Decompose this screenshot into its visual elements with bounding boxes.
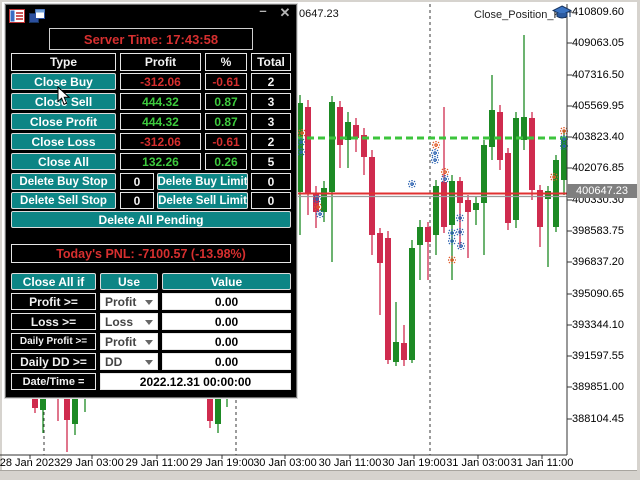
delete-all-pending-button[interactable]: Delete All Pending [11,211,291,228]
time-axis-label: 28 Jan 2023 [0,457,61,469]
price-axis-label: 398583.75 [572,225,624,237]
price-axis-label: 409063.05 [572,37,624,49]
chart-info-price: 0647.23 [299,8,339,20]
chevron-down-icon [145,340,153,345]
time-axis-label: 30 Jan 19:00 [382,457,446,469]
pending-count: 0 [251,173,291,190]
percent-value: 0.26 [205,153,247,170]
pending-count: 0 [120,192,154,209]
price-axis-label: 407316.50 [572,69,624,81]
delete-buy-stop-button[interactable]: Delete Buy Stop [11,173,116,190]
close-loss-button[interactable]: Close Loss [11,133,116,150]
close-table-header-type: Type [11,53,116,71]
time-axis-label: 29 Jan 11:00 [125,457,189,469]
total-value: 3 [251,113,291,130]
window-bottom-border [0,470,640,480]
profit-value: -312.06 [120,73,201,90]
condition-label: Daily DD >= [11,353,96,370]
price-axis-label: 396837.20 [572,256,624,268]
price-axis-label: 405569.95 [572,100,624,112]
total-value: 5 [251,153,291,170]
mouse-cursor [57,86,71,105]
profit-value: 444.32 [120,113,201,130]
datetime-label: Date/Time = [11,373,96,390]
price-axis-label: 403823.40 [572,131,624,143]
close-buy-button[interactable]: Close Buy [11,73,116,90]
condition-label: Loss >= [11,313,96,330]
closeif-header-use: Use [100,273,158,290]
percent-value: 0.87 [205,93,247,110]
closeif-header-close-all-if: Close All if [11,273,96,290]
price-axis-label: 395090.65 [572,288,624,300]
price-axis-label: 402076.85 [572,162,624,174]
closeif-header-value: Value [162,273,291,290]
time-axis-label: 31 Jan 11:00 [510,457,574,469]
time-axis-label: 29 Jan 19:00 [190,457,254,469]
close-position-kit-panel: – ✕ Server Time: 17:43:58 Type Profit% Tot… [4,3,298,399]
delete-sell-limit-button[interactable]: Delete Sell Limit [157,192,248,209]
datetime-input[interactable]: 2022.12.31 00:00:00 [100,373,291,390]
todays-pnl: Today's PNL: -7100.57 (-13.98%) [11,244,291,263]
pending-count: 0 [120,173,154,190]
total-value: 3 [251,93,291,110]
price-axis-label: 388104.45 [572,413,624,425]
percent-value: -0.61 [205,73,247,90]
time-axis-label: 30 Jan 11:00 [318,457,382,469]
time-axis-label: 30 Jan 03:00 [253,457,317,469]
delete-sell-stop-button[interactable]: Delete Sell Stop [11,192,116,209]
close-table-header-total: Total [251,53,291,71]
profit-value: -312.06 [120,133,201,150]
close-table-header-profit: Profit [120,53,201,71]
use-dropdown[interactable]: DD [100,353,158,370]
use-dropdown[interactable]: Profit [100,333,158,350]
price-axis-label: 393344.10 [572,319,624,331]
use-dropdown[interactable]: Profit [100,293,158,310]
total-value: 2 [251,73,291,90]
close-profit-button[interactable]: Close Profit [11,113,116,130]
chevron-down-icon [145,360,153,365]
panel-minimize-button[interactable]: – [259,3,267,18]
close-table-header-pct: % [205,53,247,71]
panel-close-button[interactable]: ✕ [279,5,291,20]
delete-buy-limit-button[interactable]: Delete Buy Limit [157,173,248,190]
value-input[interactable]: 0.00 [162,313,291,330]
time-axis-label: 31 Jan 03:00 [446,457,510,469]
chart-window-icon [29,9,45,23]
close-all-button[interactable]: Close All [11,153,116,170]
profit-value: 444.32 [120,93,201,110]
value-input[interactable]: 0.00 [162,353,291,370]
window-right-border [637,0,640,480]
condition-label: Daily Profit >= [11,333,96,350]
time-axis-label: 29 Jan 03:00 [60,457,124,469]
value-input[interactable]: 0.00 [162,333,291,350]
server-time: Server Time: 17:43:58 [49,28,253,50]
profit-value: 132.26 [120,153,201,170]
percent-value: 0.87 [205,113,247,130]
price-axis-label: 391597.55 [572,350,624,362]
value-input[interactable]: 0.00 [162,293,291,310]
price-axis-label: 389851.00 [572,381,624,393]
price-axis-label: 410809.60 [572,6,624,18]
total-value: 2 [251,133,291,150]
graduation-cap-icon [552,5,572,19]
current-price-tag: 400647.23 [567,184,637,198]
pending-count: 0 [251,192,291,209]
ea-name-label: Close_Position_Kit [474,9,567,21]
condition-label: Profit >= [11,293,96,310]
percent-value: -0.61 [205,133,247,150]
experts-list-icon [9,9,25,23]
chevron-down-icon [145,320,153,325]
chevron-down-icon [145,300,153,305]
use-dropdown[interactable]: Loss [100,313,158,330]
